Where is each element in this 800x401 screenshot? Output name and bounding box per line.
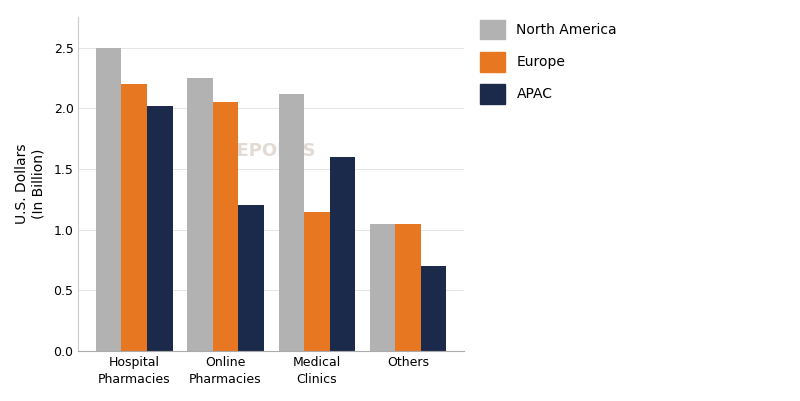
Y-axis label: U.S. Dollars
(In Billion): U.S. Dollars (In Billion) — [15, 144, 45, 225]
Bar — [238, 205, 264, 351]
Bar — [122, 84, 147, 351]
Bar — [96, 48, 122, 351]
Bar — [278, 94, 304, 351]
Bar — [421, 266, 446, 351]
Bar — [213, 102, 238, 351]
Bar — [395, 224, 421, 351]
Bar — [187, 78, 213, 351]
Bar — [147, 106, 173, 351]
Legend: North America, Europe, APAC: North America, Europe, APAC — [475, 14, 622, 109]
Bar — [304, 212, 330, 351]
Text: REPORTS: REPORTS — [204, 142, 315, 160]
Bar — [330, 157, 355, 351]
Bar — [370, 224, 395, 351]
